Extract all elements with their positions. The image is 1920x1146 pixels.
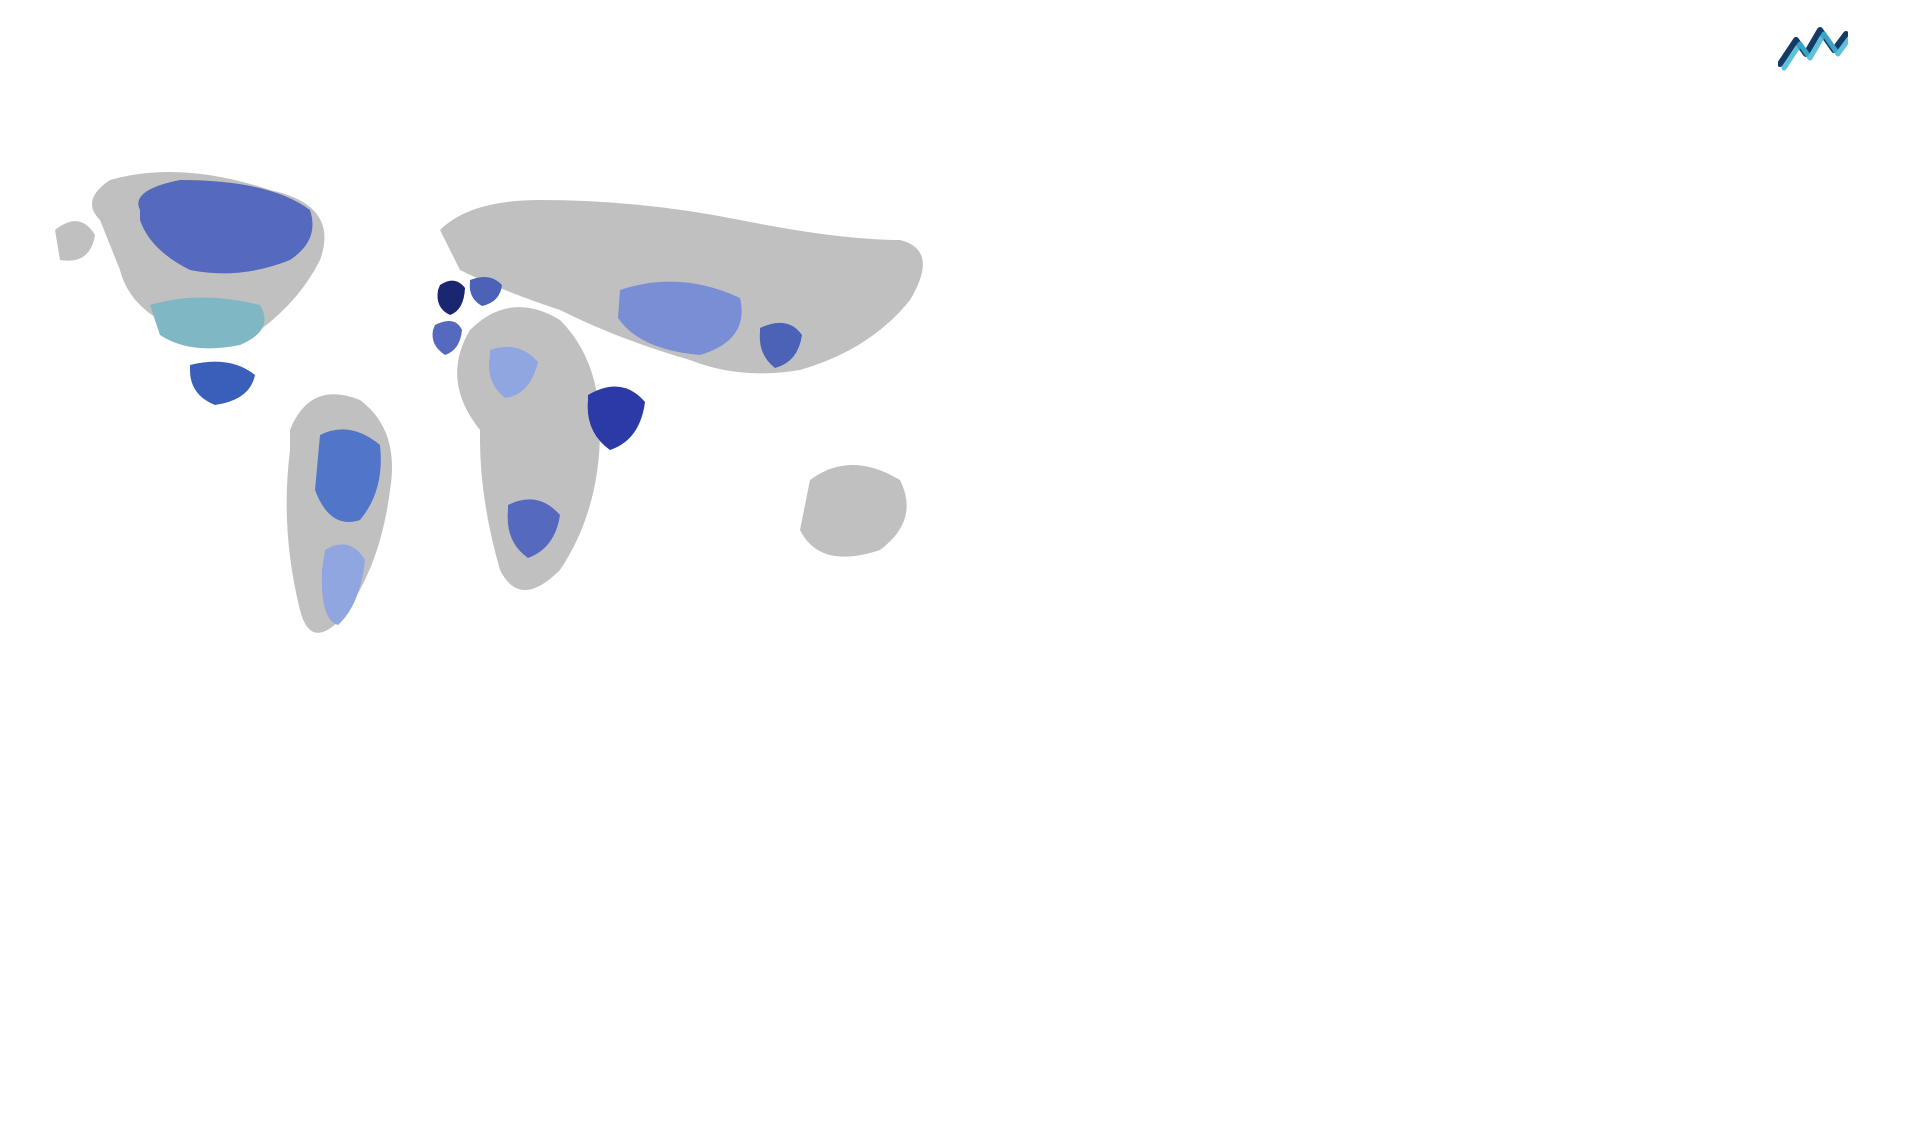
growth-chart-svg [1040,150,1860,630]
segmentation-section [50,700,560,997]
world-map-svg [40,150,960,670]
growth-chart [1040,150,1860,630]
regional-section [1300,700,1860,990]
segmentation-chart-svg [50,712,380,992]
world-map [40,150,960,670]
players-section [620,700,1260,725]
logo-icon [1778,20,1848,72]
brand-logo [1778,20,1860,72]
regional-donut-svg [1430,720,1700,990]
